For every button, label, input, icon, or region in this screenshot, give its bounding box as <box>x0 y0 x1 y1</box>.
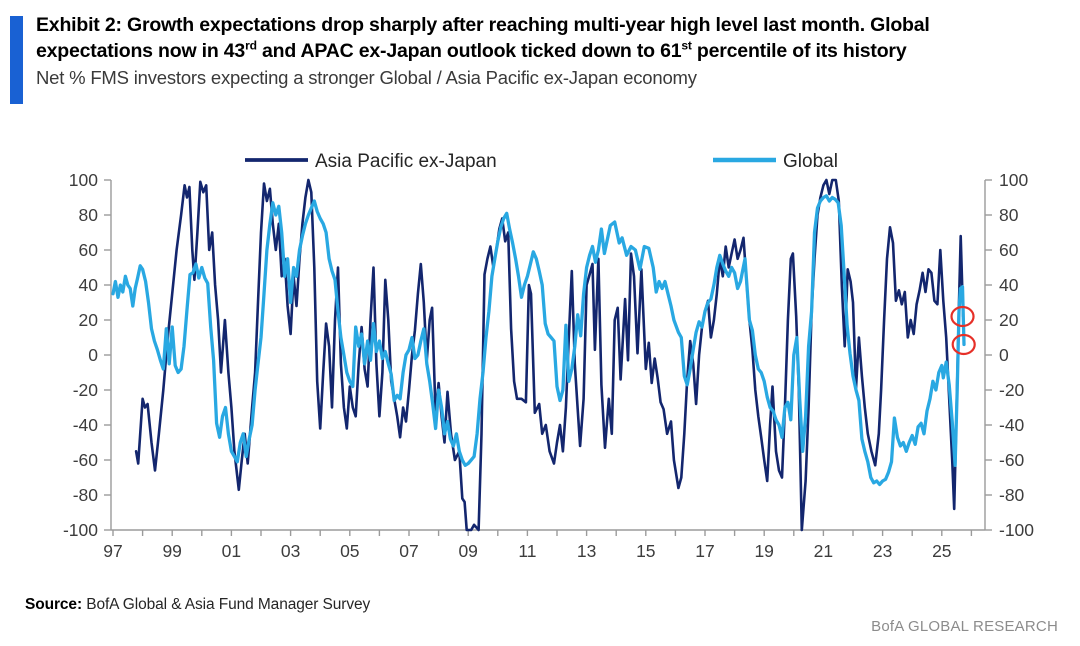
y-tick-label-right: 40 <box>999 275 1019 295</box>
header: Exhibit 2: Growth expectations drop shar… <box>36 12 1066 90</box>
x-tick-label: 23 <box>873 541 892 561</box>
y-tick-label-left: -40 <box>73 415 99 435</box>
exhibit-title-line-2: expectations now in 43rd and APAC ex-Jap… <box>36 38 907 62</box>
y-tick-label-right: -80 <box>999 485 1025 505</box>
y-tick-label-left: -60 <box>73 450 99 470</box>
source-label: Source: <box>25 596 83 613</box>
y-tick-label-right: 100 <box>999 170 1028 190</box>
x-tick-label: 25 <box>932 541 951 561</box>
x-tick-label: 97 <box>103 541 122 561</box>
y-tick-label-left: 0 <box>88 345 98 365</box>
y-tick-label-right: -100 <box>999 520 1034 540</box>
chart-subtitle: Net % FMS investors expecting a stronger… <box>36 67 697 88</box>
legend-label-apac: Asia Pacific ex-Japan <box>315 151 497 172</box>
source-note: Source: BofA Global & Asia Fund Manager … <box>25 596 370 614</box>
x-tick-label: 11 <box>518 541 536 561</box>
source-text: BofA Global & Asia Fund Manager Survey <box>82 596 371 613</box>
x-tick-label: 03 <box>281 541 300 561</box>
y-tick-label-right: -20 <box>999 380 1025 400</box>
y-tick-label-left: 60 <box>79 240 99 260</box>
x-tick-label: 05 <box>340 541 359 561</box>
legend-label-global: Global <box>783 151 838 172</box>
x-tick-label: 09 <box>458 541 477 561</box>
y-tick-label-left: -80 <box>73 485 99 505</box>
x-tick-label: 21 <box>814 541 833 561</box>
x-tick-label: 19 <box>754 541 773 561</box>
y-tick-label-left: 100 <box>69 170 98 190</box>
x-tick-label: 17 <box>695 541 714 561</box>
bofa-global-research-brand: BofA GLOBAL RESEARCH <box>871 618 1058 635</box>
y-tick-label-right: 20 <box>999 310 1019 330</box>
exhibit-title-line-1: Exhibit 2: Growth expectations drop shar… <box>36 14 930 36</box>
y-tick-label-right: 60 <box>999 240 1019 260</box>
y-tick-label-right: -60 <box>999 450 1025 470</box>
latest-reading-highlight-circle-1 <box>950 305 975 328</box>
y-tick-label-left: -100 <box>63 520 98 540</box>
title-accent-bar <box>10 16 23 104</box>
x-tick-label: 13 <box>577 541 596 561</box>
x-tick-label: 15 <box>636 541 655 561</box>
x-tick-label: 01 <box>222 541 241 561</box>
series-line-apac-ex-japan <box>134 178 965 532</box>
y-tick-label-right: 0 <box>999 345 1009 365</box>
y-tick-label-left: 40 <box>79 275 99 295</box>
y-tick-label-left: 80 <box>79 205 99 225</box>
y-tick-label-left: 20 <box>79 310 99 330</box>
x-tick-label: 99 <box>162 541 181 561</box>
x-tick-label: 07 <box>399 541 418 561</box>
y-tick-label-right: 80 <box>999 205 1019 225</box>
series-line-global <box>111 194 966 487</box>
y-tick-label-right: -40 <box>999 415 1025 435</box>
latest-reading-highlight-circle-2 <box>951 333 976 356</box>
y-tick-label-left: -20 <box>73 380 99 400</box>
